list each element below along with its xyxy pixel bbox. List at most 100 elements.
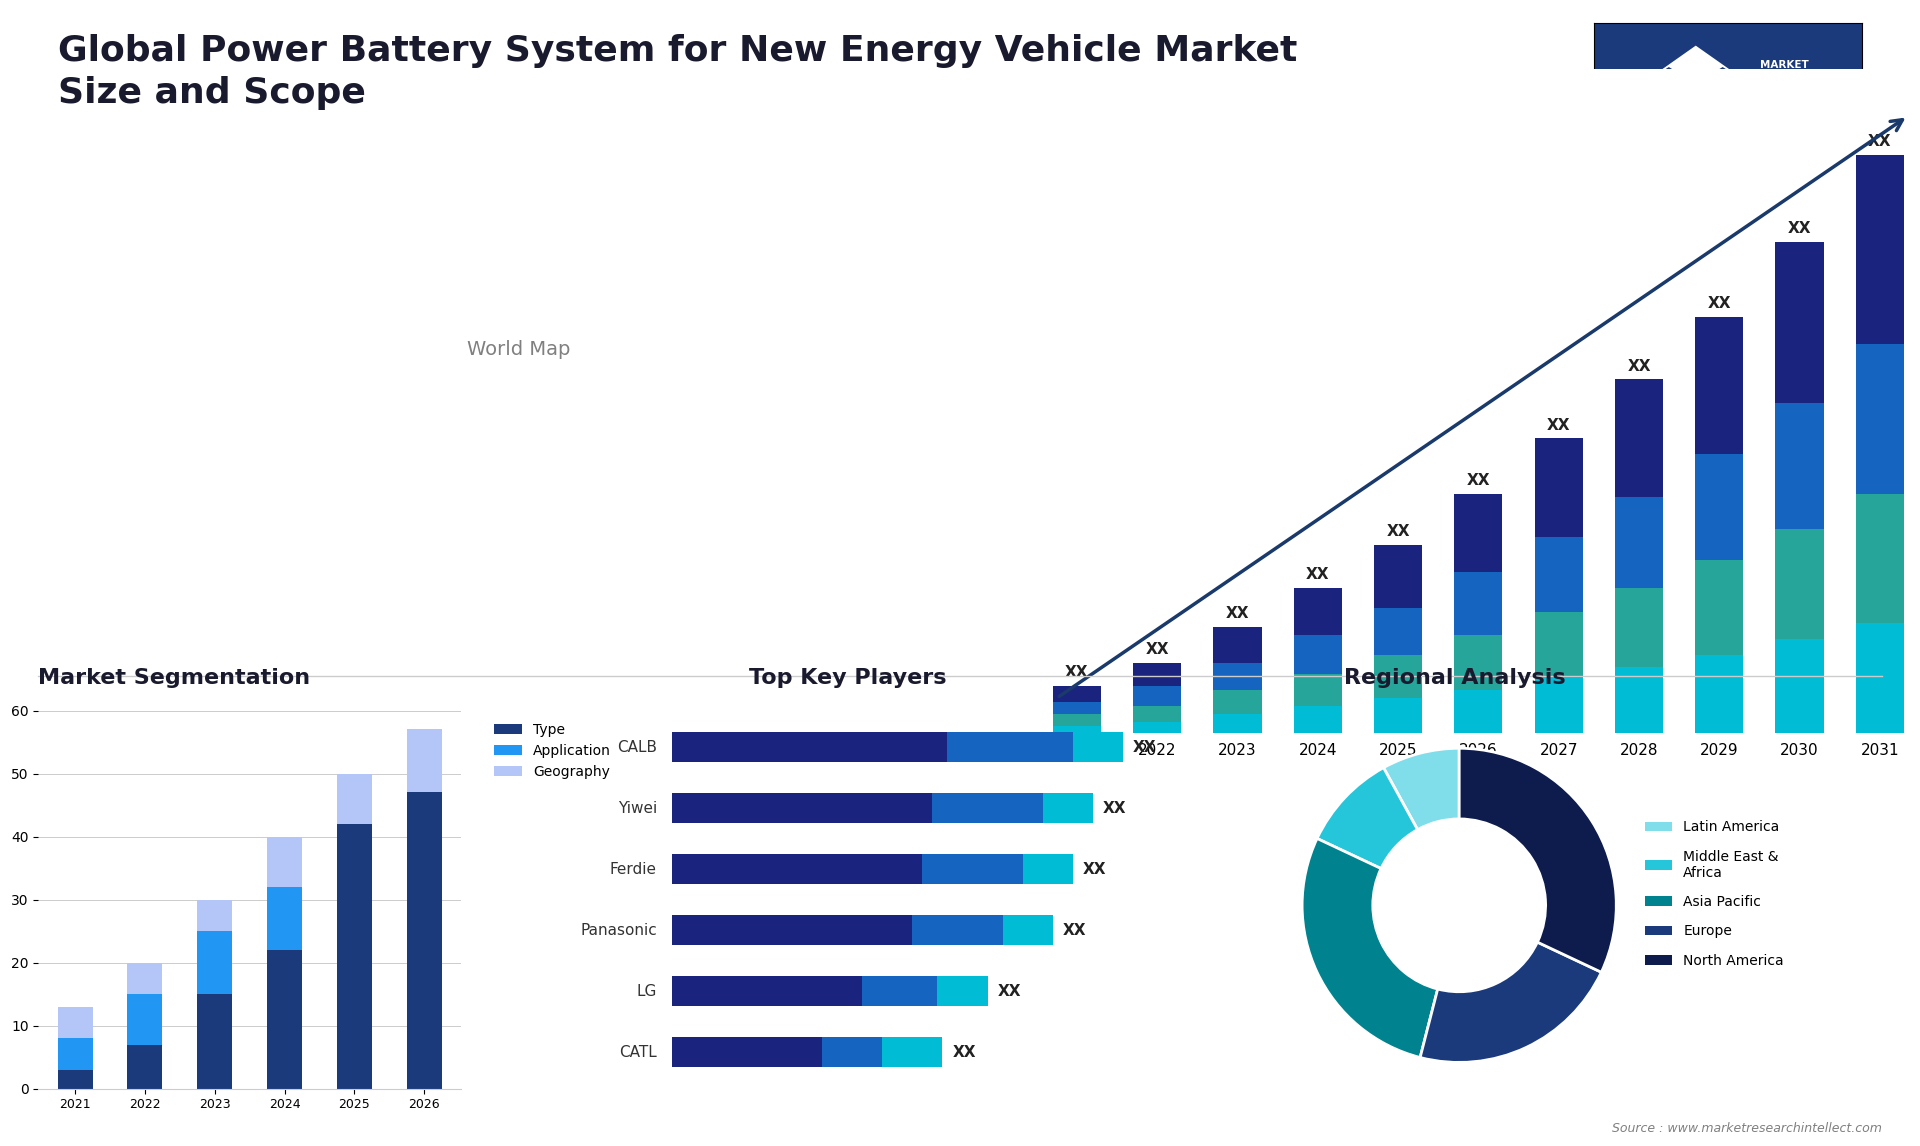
Text: XX: XX <box>1306 567 1329 582</box>
Wedge shape <box>1459 748 1617 972</box>
Bar <box>1615 497 1663 588</box>
Bar <box>267 837 301 887</box>
Bar <box>198 931 232 994</box>
Bar <box>672 1037 822 1067</box>
Circle shape <box>1373 819 1546 991</box>
Bar <box>1052 702 1100 714</box>
Bar <box>1857 623 1905 733</box>
Text: World Map: World Map <box>467 340 570 360</box>
Bar <box>1375 654 1423 698</box>
Bar <box>1857 344 1905 494</box>
Bar <box>1776 242 1824 403</box>
Bar <box>58 1038 92 1070</box>
Bar <box>1695 560 1743 654</box>
Text: XX: XX <box>1548 417 1571 432</box>
Bar <box>1052 686 1100 702</box>
Bar <box>127 1045 163 1089</box>
Bar <box>672 976 862 1006</box>
Bar <box>1294 635 1342 675</box>
Bar <box>1375 698 1423 733</box>
Bar <box>883 1037 943 1067</box>
Bar <box>58 1070 92 1089</box>
Text: XX: XX <box>1146 642 1169 657</box>
Text: XX: XX <box>1707 296 1732 311</box>
Bar <box>1534 678 1582 733</box>
Bar <box>127 994 163 1045</box>
Bar <box>1776 639 1824 733</box>
Bar <box>912 915 1002 945</box>
Bar <box>1294 675 1342 706</box>
Bar <box>1857 494 1905 623</box>
Bar <box>336 774 372 824</box>
Bar <box>407 793 442 1089</box>
Bar <box>58 1006 92 1038</box>
Bar <box>672 732 947 762</box>
Text: Source : www.marketresearchintellect.com: Source : www.marketresearchintellect.com <box>1611 1122 1882 1135</box>
Legend: Type, Application, Geography: Type, Application, Geography <box>490 717 616 785</box>
Bar <box>1695 654 1743 733</box>
Text: XX: XX <box>998 983 1021 998</box>
Bar <box>1294 706 1342 733</box>
Bar <box>1453 635 1503 690</box>
Bar <box>336 824 372 1089</box>
Text: RESEARCH: RESEARCH <box>1761 81 1822 91</box>
Bar <box>1023 854 1073 885</box>
Text: XX: XX <box>1788 221 1811 236</box>
Bar <box>1776 403 1824 529</box>
Text: XX: XX <box>1133 739 1156 754</box>
Bar <box>1857 156 1905 344</box>
Text: XX: XX <box>1467 472 1490 488</box>
Wedge shape <box>1302 839 1438 1058</box>
Bar <box>1052 714 1100 725</box>
Text: Regional Analysis: Regional Analysis <box>1344 668 1565 688</box>
Bar <box>1695 316 1743 454</box>
Bar <box>1213 690 1261 714</box>
Wedge shape <box>1317 768 1417 869</box>
Bar <box>1534 612 1582 678</box>
Text: XX: XX <box>1066 666 1089 681</box>
Text: XX: XX <box>1386 524 1409 539</box>
Text: Panasonic: Panasonic <box>580 923 657 937</box>
Bar <box>1375 607 1423 654</box>
Text: Global Power Battery System for New Energy Vehicle Market
Size and Scope: Global Power Battery System for New Ener… <box>58 34 1298 110</box>
Text: CALB: CALB <box>616 739 657 754</box>
Bar <box>1453 494 1503 572</box>
Bar <box>672 854 922 885</box>
Text: Ferdie: Ferdie <box>611 862 657 877</box>
Bar <box>1133 662 1181 686</box>
Bar <box>937 976 987 1006</box>
Bar <box>407 729 442 793</box>
Bar <box>1534 536 1582 612</box>
Text: Market Segmentation: Market Segmentation <box>38 668 311 688</box>
Bar <box>1453 572 1503 635</box>
Text: XX: XX <box>1225 606 1250 621</box>
Bar <box>1695 454 1743 560</box>
Text: XX: XX <box>1062 923 1087 937</box>
Bar <box>267 887 301 950</box>
Bar <box>1534 439 1582 536</box>
Bar <box>1002 915 1052 945</box>
Text: XX: XX <box>1868 134 1891 149</box>
Text: Yiwei: Yiwei <box>618 801 657 816</box>
Text: INTELLECT: INTELLECT <box>1761 102 1822 112</box>
Bar <box>1133 686 1181 706</box>
Bar <box>1052 725 1100 733</box>
Bar <box>1213 662 1261 690</box>
Text: Top Key Players: Top Key Players <box>749 668 947 688</box>
Text: LG: LG <box>637 983 657 998</box>
Bar <box>198 994 232 1089</box>
Legend: Latin America, Middle East &
Africa, Asia Pacific, Europe, North America: Latin America, Middle East & Africa, Asi… <box>1640 815 1789 973</box>
Bar <box>1453 690 1503 733</box>
Bar <box>862 976 937 1006</box>
Bar <box>1133 722 1181 733</box>
Text: CATL: CATL <box>620 1045 657 1060</box>
Text: XX: XX <box>1102 801 1127 816</box>
Wedge shape <box>1384 748 1459 830</box>
Bar <box>267 950 301 1089</box>
Bar <box>198 900 232 931</box>
Bar <box>127 963 163 994</box>
Bar <box>1073 732 1123 762</box>
Bar <box>1776 529 1824 639</box>
Bar <box>1213 714 1261 733</box>
Polygon shape <box>1642 46 1749 84</box>
